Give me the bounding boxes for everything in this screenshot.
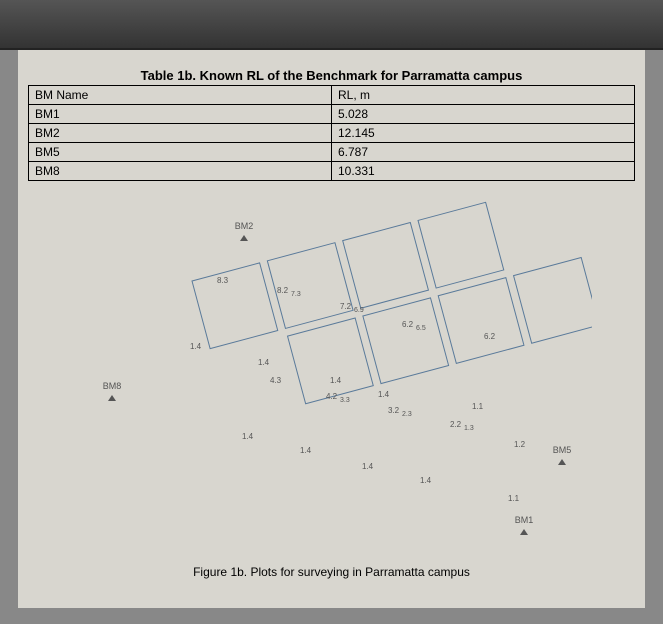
svg-text:1.4: 1.4	[330, 376, 342, 385]
window-titlebar	[0, 0, 663, 50]
cell-rl: 5.028	[332, 105, 635, 124]
table-header-row: BM Name RL, m	[29, 86, 635, 105]
table-row: BM5 6.787	[29, 143, 635, 162]
svg-text:1.3: 1.3	[464, 425, 474, 432]
document-page: Table 1b. Known RL of the Benchmark for …	[18, 50, 645, 608]
svg-text:1.4: 1.4	[258, 358, 270, 367]
header-bmname: BM Name	[29, 86, 332, 105]
figure-caption: Figure 1b. Plots for surveying in Parram…	[28, 565, 635, 579]
svg-text:4.2: 4.2	[326, 392, 338, 401]
svg-text:6.2: 6.2	[402, 320, 414, 329]
svg-text:BM1: BM1	[514, 515, 533, 525]
svg-text:7.3: 7.3	[291, 291, 301, 298]
svg-text:BM8: BM8	[102, 381, 121, 391]
svg-text:6.2: 6.2	[484, 332, 496, 341]
svg-text:1.1: 1.1	[508, 494, 520, 503]
svg-text:7.2: 7.2	[340, 302, 352, 311]
svg-text:1.4: 1.4	[242, 432, 254, 441]
table-row: BM8 10.331	[29, 162, 635, 181]
survey-plot-diagram: BM2BM8BM5BM18.38.27.37.26.96.26.56.21.41…	[72, 201, 592, 541]
cell-name: BM2	[29, 124, 332, 143]
figure-area: BM2BM8BM5BM18.38.27.37.26.96.26.56.21.41…	[28, 201, 635, 561]
svg-text:4.3: 4.3	[270, 376, 282, 385]
svg-text:6.9: 6.9	[354, 307, 364, 314]
svg-text:1.4: 1.4	[420, 476, 432, 485]
header-rl: RL, m	[332, 86, 635, 105]
benchmark-table: BM Name RL, m BM1 5.028 BM2 12.145 BM5 6…	[28, 85, 635, 181]
table-title: Table 1b. Known RL of the Benchmark for …	[28, 68, 635, 83]
svg-text:1.1: 1.1	[472, 402, 484, 411]
svg-text:8.2: 8.2	[277, 286, 289, 295]
svg-text:1.4: 1.4	[300, 446, 312, 455]
svg-text:1.2: 1.2	[514, 440, 526, 449]
cell-rl: 10.331	[332, 162, 635, 181]
cell-rl: 12.145	[332, 124, 635, 143]
cell-name: BM1	[29, 105, 332, 124]
table-row: BM1 5.028	[29, 105, 635, 124]
cell-rl: 6.787	[332, 143, 635, 162]
svg-text:6.5: 6.5	[416, 325, 426, 332]
svg-text:3.2: 3.2	[388, 406, 400, 415]
svg-text:2.3: 2.3	[402, 411, 412, 418]
table-row: BM2 12.145	[29, 124, 635, 143]
svg-text:BM2: BM2	[234, 221, 253, 231]
svg-text:1.4: 1.4	[378, 390, 390, 399]
svg-text:8.3: 8.3	[217, 276, 229, 285]
svg-text:3.3: 3.3	[340, 397, 350, 404]
svg-text:2.2: 2.2	[450, 420, 462, 429]
svg-text:1.4: 1.4	[190, 342, 202, 351]
svg-text:1.4: 1.4	[362, 462, 374, 471]
svg-text:BM5: BM5	[552, 445, 571, 455]
cell-name: BM8	[29, 162, 332, 181]
cell-name: BM5	[29, 143, 332, 162]
